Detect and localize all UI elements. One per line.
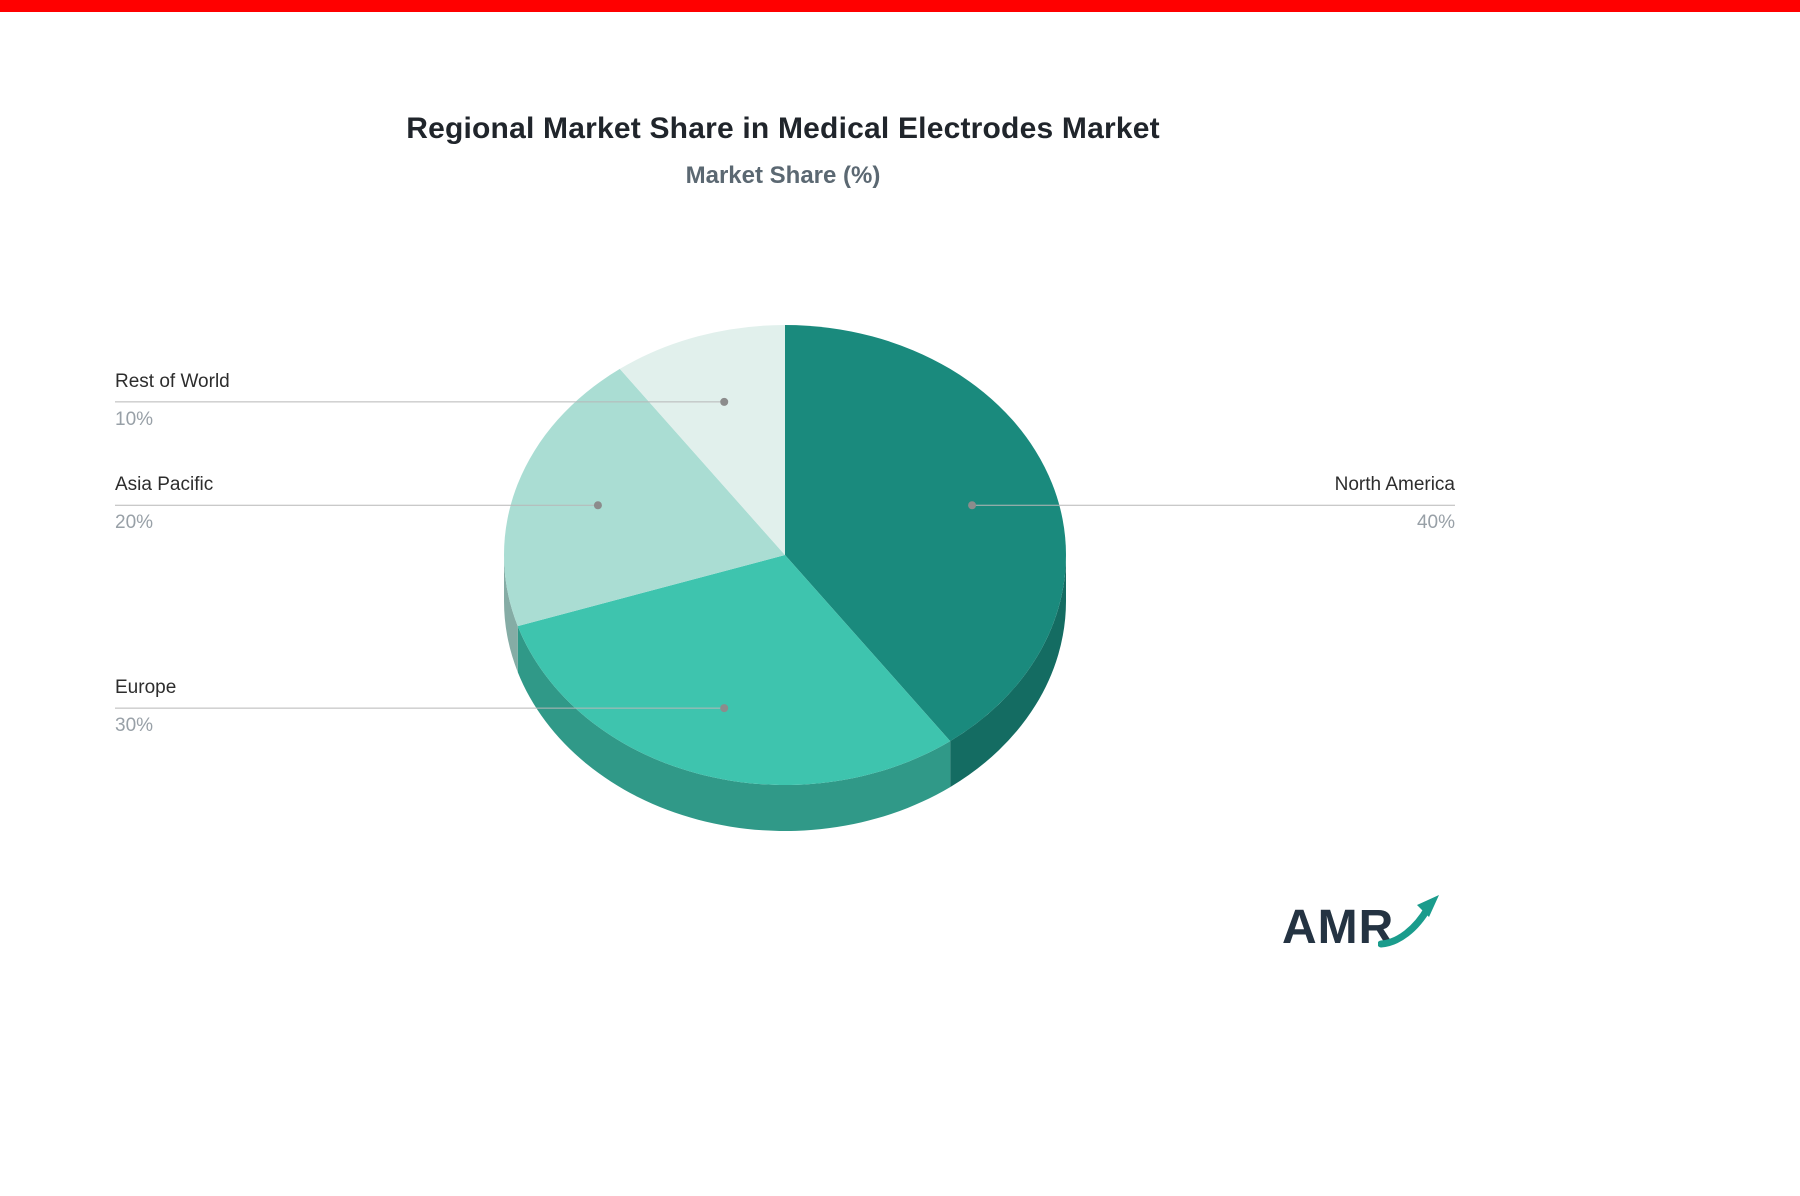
leader-dot-rest-of-world [720, 397, 729, 406]
pie-slice-rest-of-world[interactable] [619, 325, 785, 555]
pie-slice-asia-pacific[interactable] [503, 368, 785, 627]
pie-slice-side-asia-pacific [504, 555, 518, 673]
chart-header: Regional Market Share in Medical Electro… [0, 112, 1566, 190]
pie-slice-side-north-america [950, 555, 1066, 788]
amr-logo-text: AMR [1282, 900, 1395, 954]
leader-dot-asia-pacific [593, 501, 602, 510]
leader-dot-europe [720, 704, 729, 713]
leader-dot-north-america [968, 501, 977, 510]
pie-slice-north-america[interactable] [785, 325, 1066, 742]
amr-logo-arrow-icon [1378, 895, 1440, 948]
chart-subtitle: Market Share (%) [685, 162, 881, 189]
top-red-strip [0, 0, 1800, 12]
pie-slice-side-europe [517, 626, 951, 831]
chart-title: Regional Market Share in Medical Electro… [406, 112, 1160, 145]
pie-slice-europe[interactable] [517, 555, 951, 785]
amr-logo: AMR [1282, 895, 1440, 958]
